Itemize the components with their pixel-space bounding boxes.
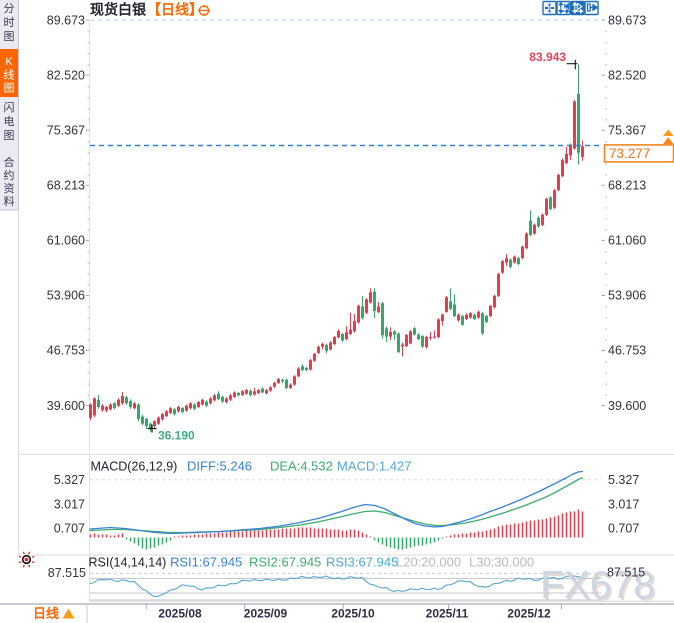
svg-text:2025/12: 2025/12 xyxy=(507,607,551,621)
svg-text:2025/08: 2025/08 xyxy=(158,607,202,621)
svg-text:日线: 日线 xyxy=(33,606,59,621)
svg-text:61.060: 61.060 xyxy=(47,234,85,248)
svg-text:75.367: 75.367 xyxy=(47,123,85,137)
svg-text:5.327: 5.327 xyxy=(608,473,639,487)
svg-text:68.213: 68.213 xyxy=(47,179,85,193)
svg-text:资: 资 xyxy=(4,182,15,195)
svg-text:53.906: 53.906 xyxy=(47,289,85,303)
svg-text:46.753: 46.753 xyxy=(608,344,646,358)
svg-text:RSI2:67.945: RSI2:67.945 xyxy=(249,555,321,570)
svg-text:2025/09: 2025/09 xyxy=(244,607,288,621)
svg-text:分: 分 xyxy=(4,2,15,15)
svg-text:39.600: 39.600 xyxy=(47,399,85,413)
svg-text:73.277: 73.277 xyxy=(609,146,650,161)
svg-text:2025/11: 2025/11 xyxy=(426,607,469,621)
svg-text:K: K xyxy=(5,56,13,68)
svg-text:39.600: 39.600 xyxy=(608,399,646,413)
svg-text:约: 约 xyxy=(4,169,15,182)
svg-text:89.673: 89.673 xyxy=(47,13,85,27)
svg-text:46.753: 46.753 xyxy=(47,344,85,358)
svg-text:83.943: 83.943 xyxy=(529,50,566,64)
svg-text:MACD(26,12,9): MACD(26,12,9) xyxy=(91,460,178,474)
svg-text:3.017: 3.017 xyxy=(608,497,639,511)
svg-text:3.017: 3.017 xyxy=(54,497,85,511)
svg-text:现货白银: 现货白银 xyxy=(90,2,147,18)
svg-text:图: 图 xyxy=(4,82,15,95)
svg-text:电: 电 xyxy=(4,115,15,128)
svg-text:DIFF:5.246: DIFF:5.246 xyxy=(187,459,252,474)
svg-text:89.673: 89.673 xyxy=(608,13,646,27)
svg-text:料: 料 xyxy=(4,194,15,208)
svg-text:FX678: FX678 xyxy=(542,566,657,609)
svg-text:线: 线 xyxy=(4,68,15,82)
svg-text:图: 图 xyxy=(4,129,15,142)
svg-text:时: 时 xyxy=(4,16,15,29)
svg-text:【日线】: 【日线】 xyxy=(147,2,203,18)
svg-text:MACD:1.427: MACD:1.427 xyxy=(337,459,411,474)
svg-text:DEA:4.532: DEA:4.532 xyxy=(270,459,333,474)
svg-text:36.190: 36.190 xyxy=(158,429,195,443)
svg-text:合: 合 xyxy=(4,155,15,169)
svg-text:87.515: 87.515 xyxy=(48,566,86,580)
svg-text:75.367: 75.367 xyxy=(608,123,646,137)
svg-text:68.213: 68.213 xyxy=(608,179,646,193)
svg-text:82.520: 82.520 xyxy=(608,68,646,82)
svg-text:0.707: 0.707 xyxy=(608,522,639,536)
svg-text:RSI3:67.945: RSI3:67.945 xyxy=(326,555,398,570)
svg-text:FX678: FX678 xyxy=(540,564,655,607)
svg-text:L20:20.000: L20:20.000 xyxy=(396,555,461,570)
svg-text:2025/10: 2025/10 xyxy=(331,607,375,621)
svg-text:61.060: 61.060 xyxy=(608,234,646,248)
svg-text:RSI1:67.945: RSI1:67.945 xyxy=(170,555,242,570)
svg-text:5.327: 5.327 xyxy=(54,473,85,487)
svg-text:53.906: 53.906 xyxy=(608,289,646,303)
svg-text:图: 图 xyxy=(4,30,15,43)
svg-text:0.707: 0.707 xyxy=(54,522,85,536)
svg-text:L30:30.000: L30:30.000 xyxy=(469,555,534,570)
svg-text:87.515: 87.515 xyxy=(607,566,645,580)
svg-text:82.520: 82.520 xyxy=(47,68,85,82)
svg-text:闪: 闪 xyxy=(4,100,15,114)
svg-text:RSI(14,14,14): RSI(14,14,14) xyxy=(89,556,167,570)
